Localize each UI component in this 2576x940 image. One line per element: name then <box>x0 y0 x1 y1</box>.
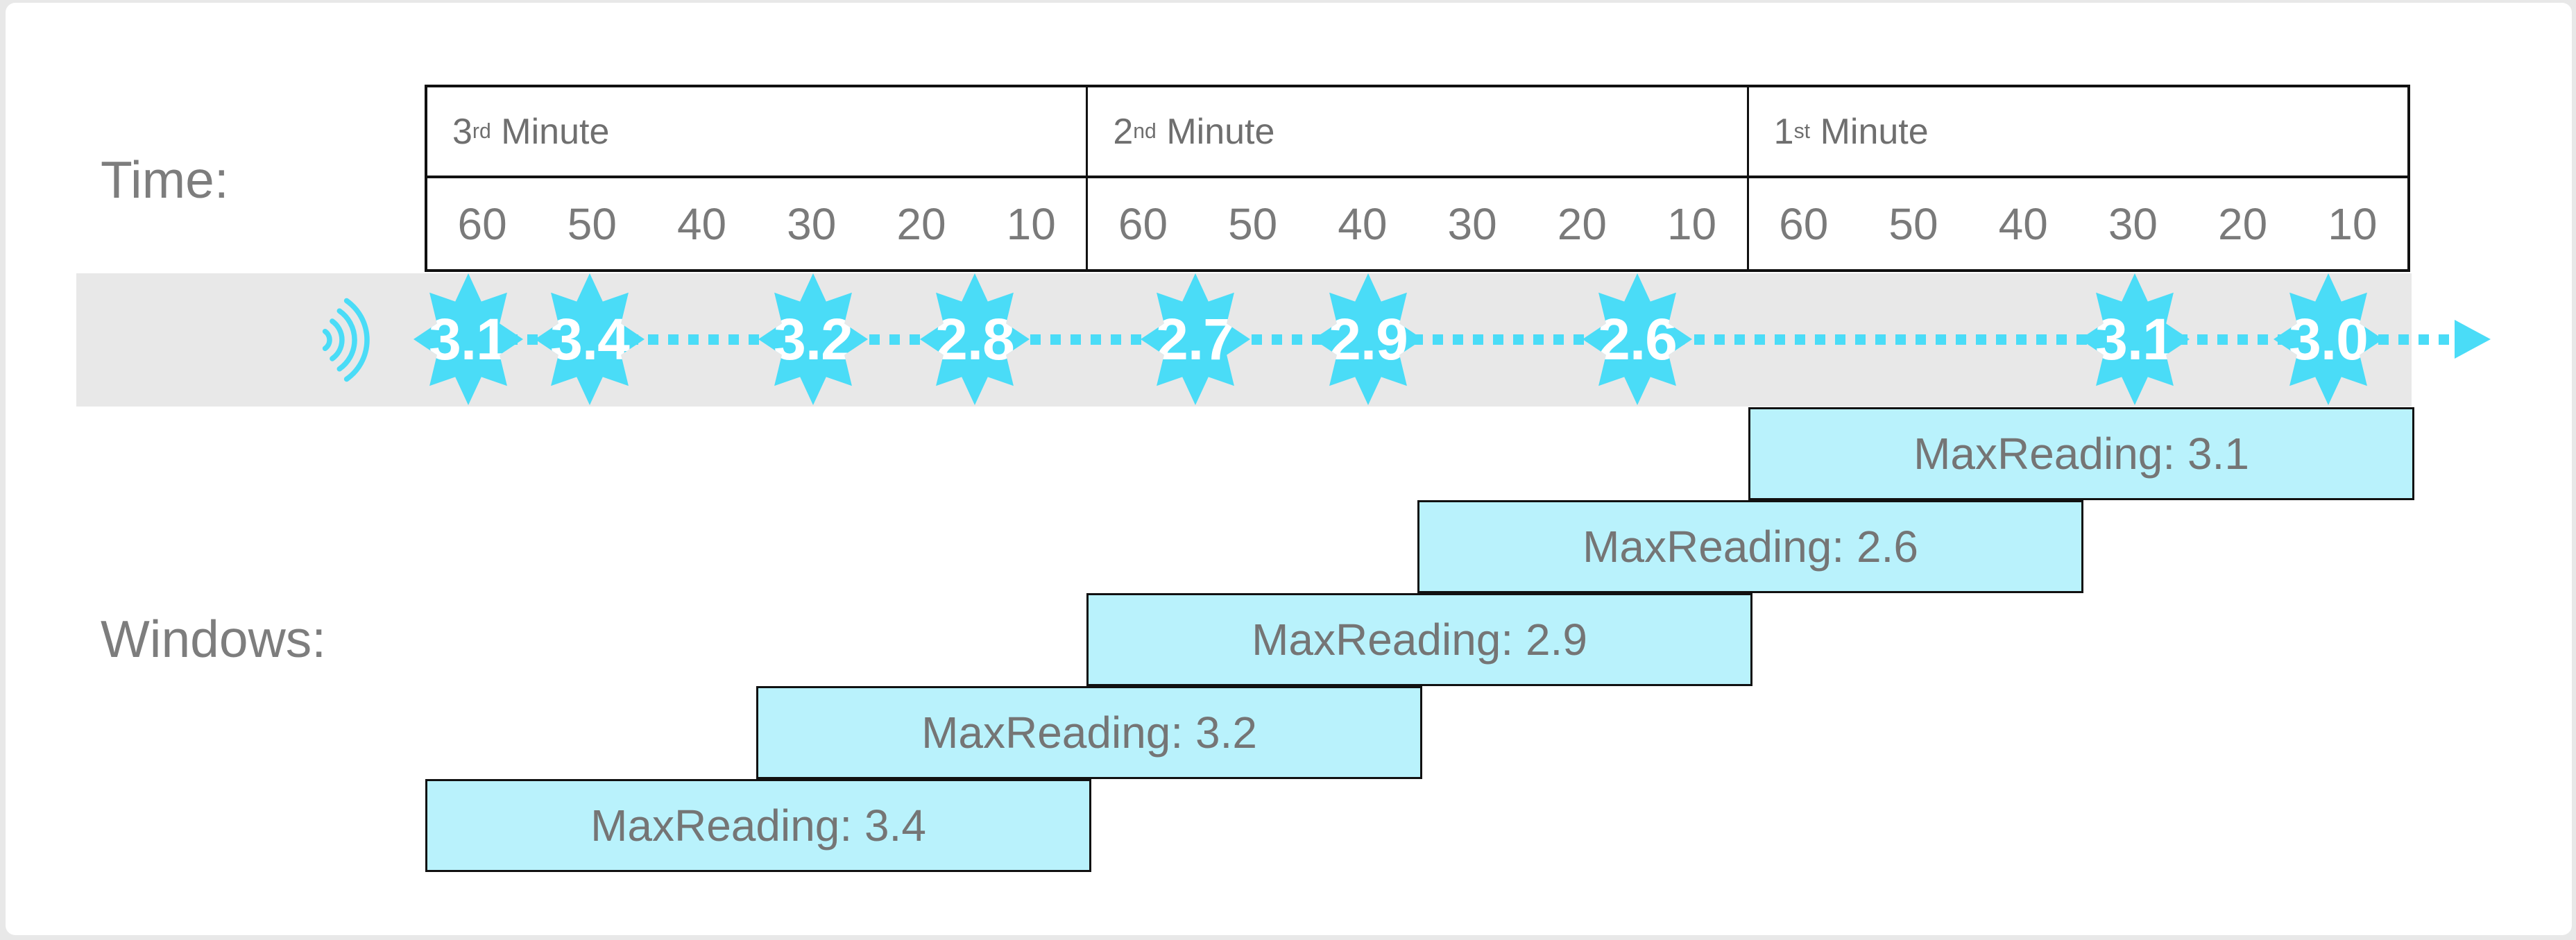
tick-label: 20 <box>2218 198 2268 249</box>
window-box: MaxReading: 3.2 <box>756 686 1422 779</box>
window-label: MaxReading: 3.2 <box>921 708 1257 758</box>
tick-label: 20 <box>1557 198 1607 249</box>
tick-label: 10 <box>1666 198 1717 249</box>
event-value: 3.1 <box>429 306 509 372</box>
event-value: 3.0 <box>2289 306 2369 372</box>
window-box: MaxReading: 3.4 <box>425 779 1091 872</box>
event-star: 3.4 <box>535 273 645 405</box>
tick-label: 10 <box>1006 198 1056 249</box>
tick-label: 50 <box>1888 198 1938 249</box>
event-star: 3.0 <box>2274 273 2383 405</box>
tick-label: 40 <box>1998 198 2048 249</box>
window-box: MaxReading: 3.1 <box>1748 407 2414 500</box>
event-value: 2.9 <box>1329 306 1408 372</box>
windows-row-label: Windows: <box>101 610 327 668</box>
event-star: 3.1 <box>413 273 523 405</box>
event-value: 3.4 <box>550 306 630 372</box>
window-label: MaxReading: 2.9 <box>1252 615 1587 665</box>
window-label: MaxReading: 2.6 <box>1583 522 1918 572</box>
minute-word: Minute <box>501 111 610 152</box>
event-value: 2.7 <box>1156 306 1236 372</box>
tick-label: 60 <box>1779 198 1829 249</box>
event-star: 3.1 <box>2080 273 2190 405</box>
minute-ordinal: 1 <box>1773 111 1794 152</box>
arrow-right-icon <box>2455 320 2491 359</box>
tick-label: 50 <box>1228 198 1278 249</box>
tick-label: 20 <box>896 198 946 249</box>
event-value: 3.2 <box>774 306 853 372</box>
event-star: 2.7 <box>1141 273 1250 405</box>
event-star: 2.8 <box>920 273 1030 405</box>
minute-ordinal: 2 <box>1113 111 1134 152</box>
event-star: 3.2 <box>758 273 868 405</box>
event-star: 2.9 <box>1313 273 1423 405</box>
sound-waves-icon <box>322 298 370 382</box>
tick-label: 40 <box>676 198 727 249</box>
event-value: 3.1 <box>2095 306 2175 372</box>
minute-ordinal: 3 <box>452 111 472 152</box>
minute-word: Minute <box>1820 111 1929 152</box>
minute-word: Minute <box>1166 111 1275 152</box>
ticks-row: 60 50 40 30 20 10 <box>1749 178 2407 269</box>
event-value: 2.8 <box>935 306 1015 372</box>
time-row-label: Time: <box>101 151 229 209</box>
window-box: MaxReading: 2.6 <box>1417 500 2083 593</box>
tick-label: 10 <box>2328 198 2378 249</box>
tick-label: 30 <box>787 198 837 249</box>
tick-label: 60 <box>1118 198 1168 249</box>
tick-label: 30 <box>1447 198 1497 249</box>
ticks-row: 60 50 40 30 20 10 <box>1088 178 1746 269</box>
tick-label: 50 <box>567 198 617 249</box>
tick-label: 30 <box>2108 198 2158 249</box>
tick-label: 40 <box>1338 198 1388 249</box>
window-box: MaxReading: 2.9 <box>1086 593 1752 686</box>
tick-label: 60 <box>457 198 507 249</box>
event-value: 2.6 <box>1598 306 1678 372</box>
window-label: MaxReading: 3.1 <box>1913 429 2249 479</box>
window-label: MaxReading: 3.4 <box>590 801 926 851</box>
event-star: 2.6 <box>1583 273 1692 405</box>
ticks-row: 60 50 40 30 20 10 <box>427 178 1086 269</box>
